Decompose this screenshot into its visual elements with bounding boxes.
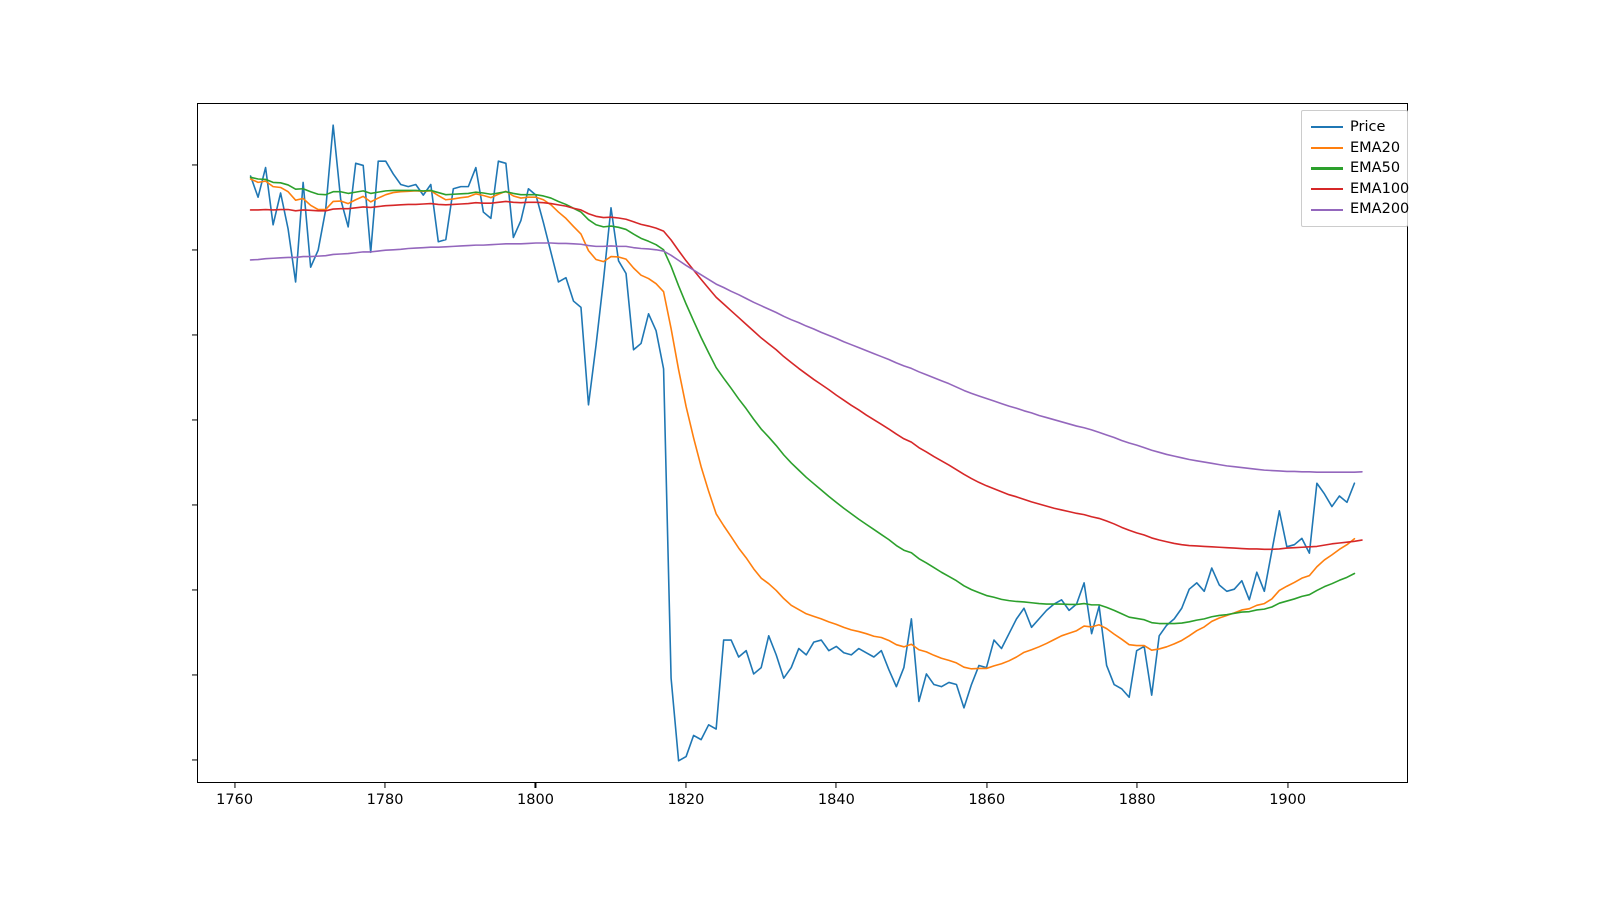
legend-label: Price bbox=[1350, 119, 1386, 136]
x-tick-mark bbox=[685, 783, 687, 788]
x-tick-mark bbox=[1136, 783, 1138, 788]
legend-label: EMA200 bbox=[1350, 201, 1410, 218]
x-tick-label: 1760 bbox=[216, 792, 254, 808]
legend-entry-price: Price bbox=[1308, 117, 1401, 138]
legend-color-swatch bbox=[1311, 208, 1343, 211]
x-tick-mark bbox=[835, 783, 837, 788]
series-line-ema100 bbox=[249, 200, 1363, 551]
series-line-ema200 bbox=[249, 242, 1363, 474]
x-tick-mark bbox=[1287, 783, 1289, 788]
x-tick-mark bbox=[534, 783, 537, 788]
x-tick-label: 1780 bbox=[366, 792, 404, 808]
y-tick-mark bbox=[192, 674, 197, 676]
legend-color-swatch bbox=[1311, 146, 1343, 149]
series-canvas bbox=[249, 124, 1363, 762]
chart-legend: Price EMA20 EMA50 EMA100 EMA200 bbox=[1301, 110, 1409, 227]
series-line-ema50 bbox=[249, 176, 1356, 625]
legend-label: EMA20 bbox=[1350, 139, 1401, 156]
x-tick-label: 1820 bbox=[667, 792, 705, 808]
series-line-price bbox=[249, 124, 1356, 762]
y-tick-mark bbox=[192, 164, 197, 166]
legend-color-swatch bbox=[1311, 126, 1343, 129]
x-tick-label: 1880 bbox=[1118, 792, 1156, 808]
y-tick-mark bbox=[192, 419, 197, 421]
x-tick-mark bbox=[384, 783, 386, 788]
x-tick-mark bbox=[234, 783, 236, 788]
y-tick-mark bbox=[192, 759, 197, 761]
legend-entry-ema20: EMA20 bbox=[1308, 138, 1401, 159]
x-tick-label: 1840 bbox=[817, 792, 855, 808]
y-tick-mark bbox=[192, 589, 197, 591]
plot-axes bbox=[197, 103, 1408, 783]
legend-color-swatch bbox=[1311, 167, 1343, 170]
x-tick-label: 1860 bbox=[968, 792, 1006, 808]
series-line-ema20 bbox=[249, 178, 1356, 670]
legend-entry-ema100: EMA100 bbox=[1308, 179, 1409, 200]
x-tick-mark bbox=[986, 783, 988, 788]
legend-entry-ema50: EMA50 bbox=[1308, 158, 1401, 179]
legend-entry-ema200: EMA200 bbox=[1308, 199, 1409, 220]
y-tick-mark bbox=[192, 249, 197, 251]
legend-label: EMA50 bbox=[1350, 160, 1401, 177]
x-tick-label: 1800 bbox=[517, 792, 554, 808]
legend-color-swatch bbox=[1311, 188, 1343, 191]
legend-label: EMA100 bbox=[1350, 180, 1410, 197]
x-tick-label: 1900 bbox=[1269, 792, 1307, 808]
y-tick-mark bbox=[192, 504, 197, 506]
y-tick-mark bbox=[192, 334, 197, 336]
